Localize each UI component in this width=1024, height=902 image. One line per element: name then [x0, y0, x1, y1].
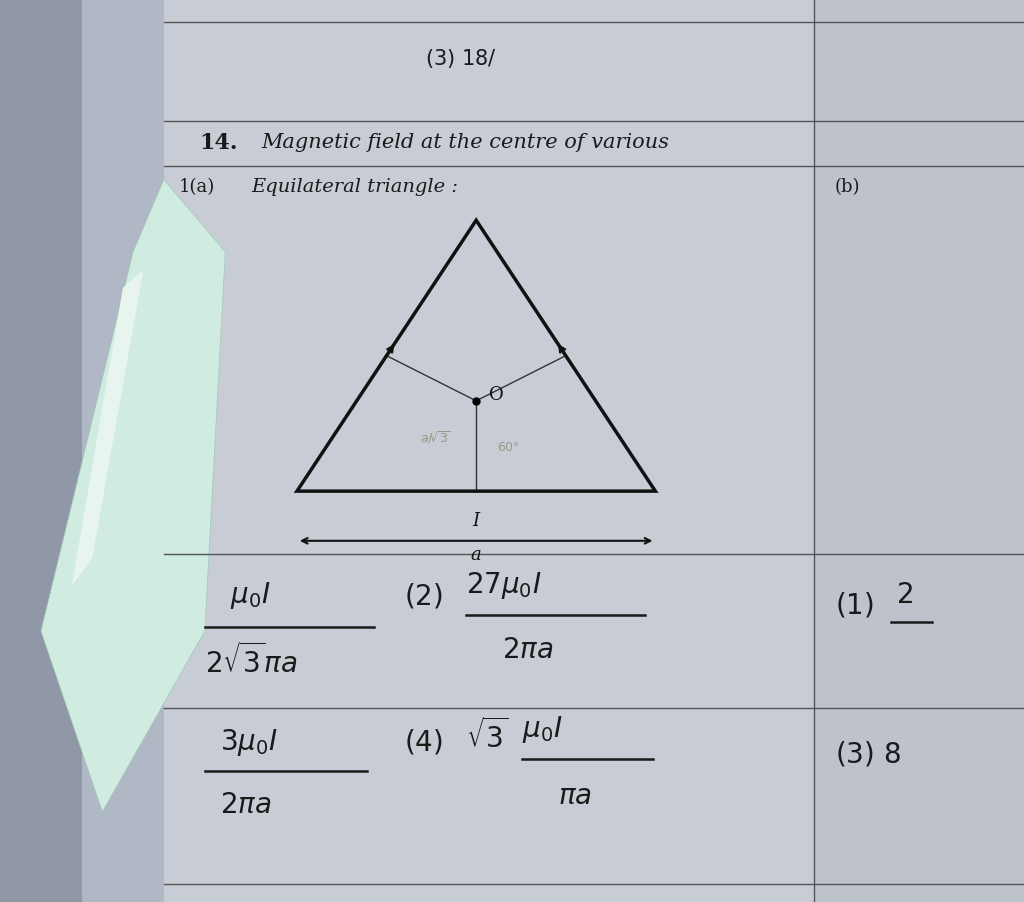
- Text: (b): (b): [835, 178, 860, 196]
- Text: $2\pi a$: $2\pi a$: [502, 636, 553, 663]
- Text: $2$: $2$: [896, 582, 912, 609]
- Text: a: a: [471, 546, 481, 564]
- Text: Equilateral triangle :: Equilateral triangle :: [251, 178, 458, 196]
- Text: $(3)\ 18/$: $(3)\ 18/$: [425, 47, 497, 70]
- Polygon shape: [72, 271, 143, 586]
- Text: $\mu_0 I$: $\mu_0 I$: [522, 713, 563, 744]
- Text: $(1)$: $(1)$: [835, 590, 873, 619]
- Bar: [0, 0, 82, 902]
- Text: $27\mu_0 I$: $27\mu_0 I$: [466, 569, 542, 600]
- Text: I: I: [473, 511, 479, 529]
- Text: O: O: [489, 385, 504, 403]
- Text: $(2)$: $(2)$: [404, 581, 443, 610]
- Text: $3\mu_0 I$: $3\mu_0 I$: [220, 726, 279, 757]
- Text: $a/\!\sqrt{3}$: $a/\!\sqrt{3}$: [420, 428, 451, 446]
- Text: $\pi a$: $\pi a$: [558, 782, 592, 809]
- Text: $(3)\ 8$: $(3)\ 8$: [835, 739, 901, 768]
- Text: $2\sqrt{3}\pi a$: $2\sqrt{3}\pi a$: [205, 642, 297, 678]
- Text: 1(a): 1(a): [179, 178, 215, 196]
- Text: $2\pi a$: $2\pi a$: [220, 791, 271, 818]
- Text: $60°$: $60°$: [497, 441, 519, 454]
- Text: $(4)$: $(4)$: [404, 727, 443, 756]
- Text: Magnetic field at the centre of various: Magnetic field at the centre of various: [261, 133, 669, 152]
- Text: $\mu_0 I$: $\mu_0 I$: [230, 580, 271, 611]
- Bar: [814, 0, 1024, 902]
- Bar: [164, 0, 1024, 902]
- Text: 14.: 14.: [200, 132, 239, 153]
- Bar: [82, 0, 164, 902]
- Polygon shape: [41, 180, 225, 812]
- Text: $\sqrt{3}$: $\sqrt{3}$: [466, 717, 509, 753]
